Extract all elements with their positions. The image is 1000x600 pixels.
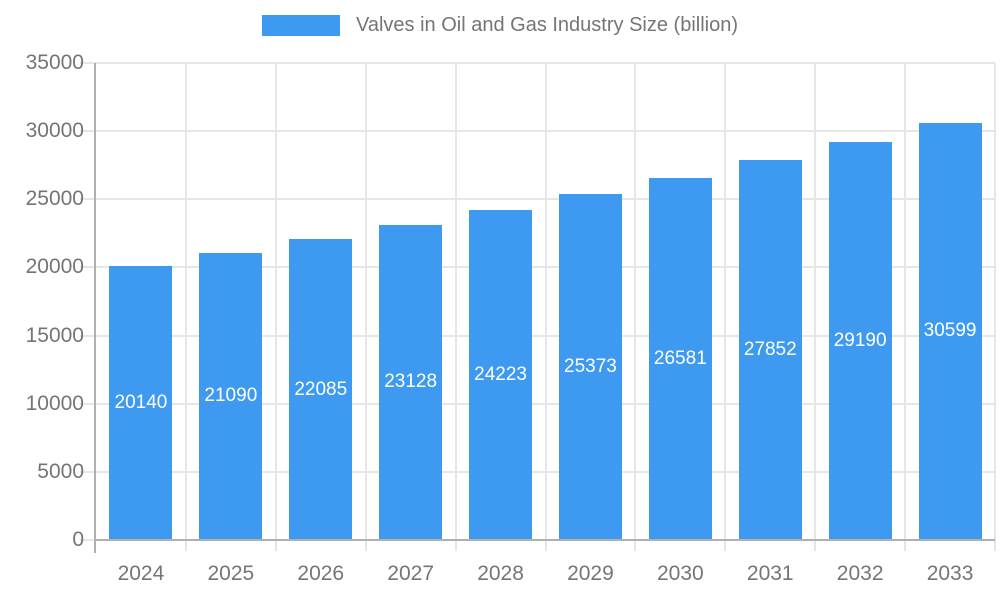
- gridline-vertical: [724, 63, 727, 540]
- x-axis-tick: [454, 540, 457, 551]
- y-axis-tick: [80, 198, 96, 201]
- legend-swatch: [261, 15, 340, 36]
- y-axis-tick: [80, 334, 96, 337]
- gridline-vertical: [274, 63, 277, 540]
- bar-value-label: 30599: [923, 320, 977, 342]
- bar-value-label: 24223: [474, 363, 527, 385]
- x-axis-label: 2032: [836, 562, 884, 585]
- x-axis-label: 2030: [656, 562, 704, 585]
- y-axis-tick: [80, 62, 96, 64]
- bar: [289, 239, 353, 540]
- legend: Valves in Oil and Gas Industry Size (bil…: [0, 14, 1000, 37]
- x-axis-tick: [904, 540, 907, 551]
- x-axis-tick: [184, 540, 187, 551]
- bar-value-label: 21090: [204, 385, 258, 407]
- y-axis-tick: [80, 266, 96, 269]
- y-axis-tick: [80, 130, 96, 133]
- y-axis-label: 35000: [25, 51, 84, 74]
- legend-label: Valves in Oil and Gas Industry Size (bil…: [355, 14, 738, 36]
- y-axis-label: 20000: [25, 255, 84, 279]
- y-axis-tick: [80, 539, 96, 541]
- y-axis-tick: [80, 402, 96, 405]
- y-axis-label: 10000: [25, 391, 84, 415]
- x-axis-label: 2024: [117, 562, 165, 585]
- bar: [648, 177, 712, 540]
- bar: [918, 122, 982, 540]
- x-axis-label: 2033: [926, 562, 974, 585]
- gridline-vertical: [814, 63, 817, 540]
- y-axis-label: 15000: [25, 323, 84, 347]
- bar: [199, 252, 263, 540]
- x-axis-tick: [634, 540, 637, 551]
- gridline-vertical: [184, 63, 187, 540]
- x-axis-label: 2028: [477, 562, 524, 585]
- x-axis-label: 2027: [387, 562, 434, 585]
- gridline-vertical: [544, 63, 547, 540]
- bar: [738, 160, 802, 540]
- x-axis-tick: [994, 540, 996, 551]
- y-axis-label: 30000: [25, 119, 84, 143]
- x-axis-tick: [544, 540, 547, 551]
- x-axis-line: [94, 539, 995, 541]
- bar: [109, 265, 173, 540]
- y-axis-tick: [80, 470, 96, 473]
- x-axis-label: 2025: [207, 562, 255, 585]
- bar-value-label: 25373: [564, 356, 617, 378]
- x-axis-label: 2026: [297, 562, 345, 585]
- y-axis-line: [94, 63, 96, 553]
- gridline-vertical: [454, 63, 457, 540]
- bar: [379, 224, 443, 540]
- bar-value-label: 22085: [294, 378, 348, 400]
- bar-value-label: 27852: [743, 339, 797, 361]
- gridline-vertical: [904, 63, 907, 540]
- bar-value-label: 26581: [653, 347, 707, 369]
- x-axis-label: 2031: [746, 562, 794, 585]
- x-axis-tick: [814, 540, 817, 551]
- y-axis-label: 5000: [37, 459, 84, 483]
- x-axis-tick: [274, 540, 277, 551]
- x-axis-tick: [724, 540, 727, 551]
- y-axis-label: 0: [72, 528, 84, 551]
- gridline-vertical: [364, 63, 367, 540]
- gridline-vertical: [994, 63, 996, 540]
- y-axis-label: 25000: [25, 187, 84, 211]
- bar: [469, 209, 533, 540]
- bar-value-label: 20140: [114, 391, 168, 413]
- x-axis-tick: [364, 540, 367, 551]
- bar-value-label: 29190: [833, 330, 887, 352]
- x-axis-label: 2029: [567, 562, 614, 585]
- bar: [558, 194, 622, 540]
- bar: [828, 142, 892, 540]
- gridline-vertical: [634, 63, 637, 540]
- bar-value-label: 23128: [384, 371, 438, 393]
